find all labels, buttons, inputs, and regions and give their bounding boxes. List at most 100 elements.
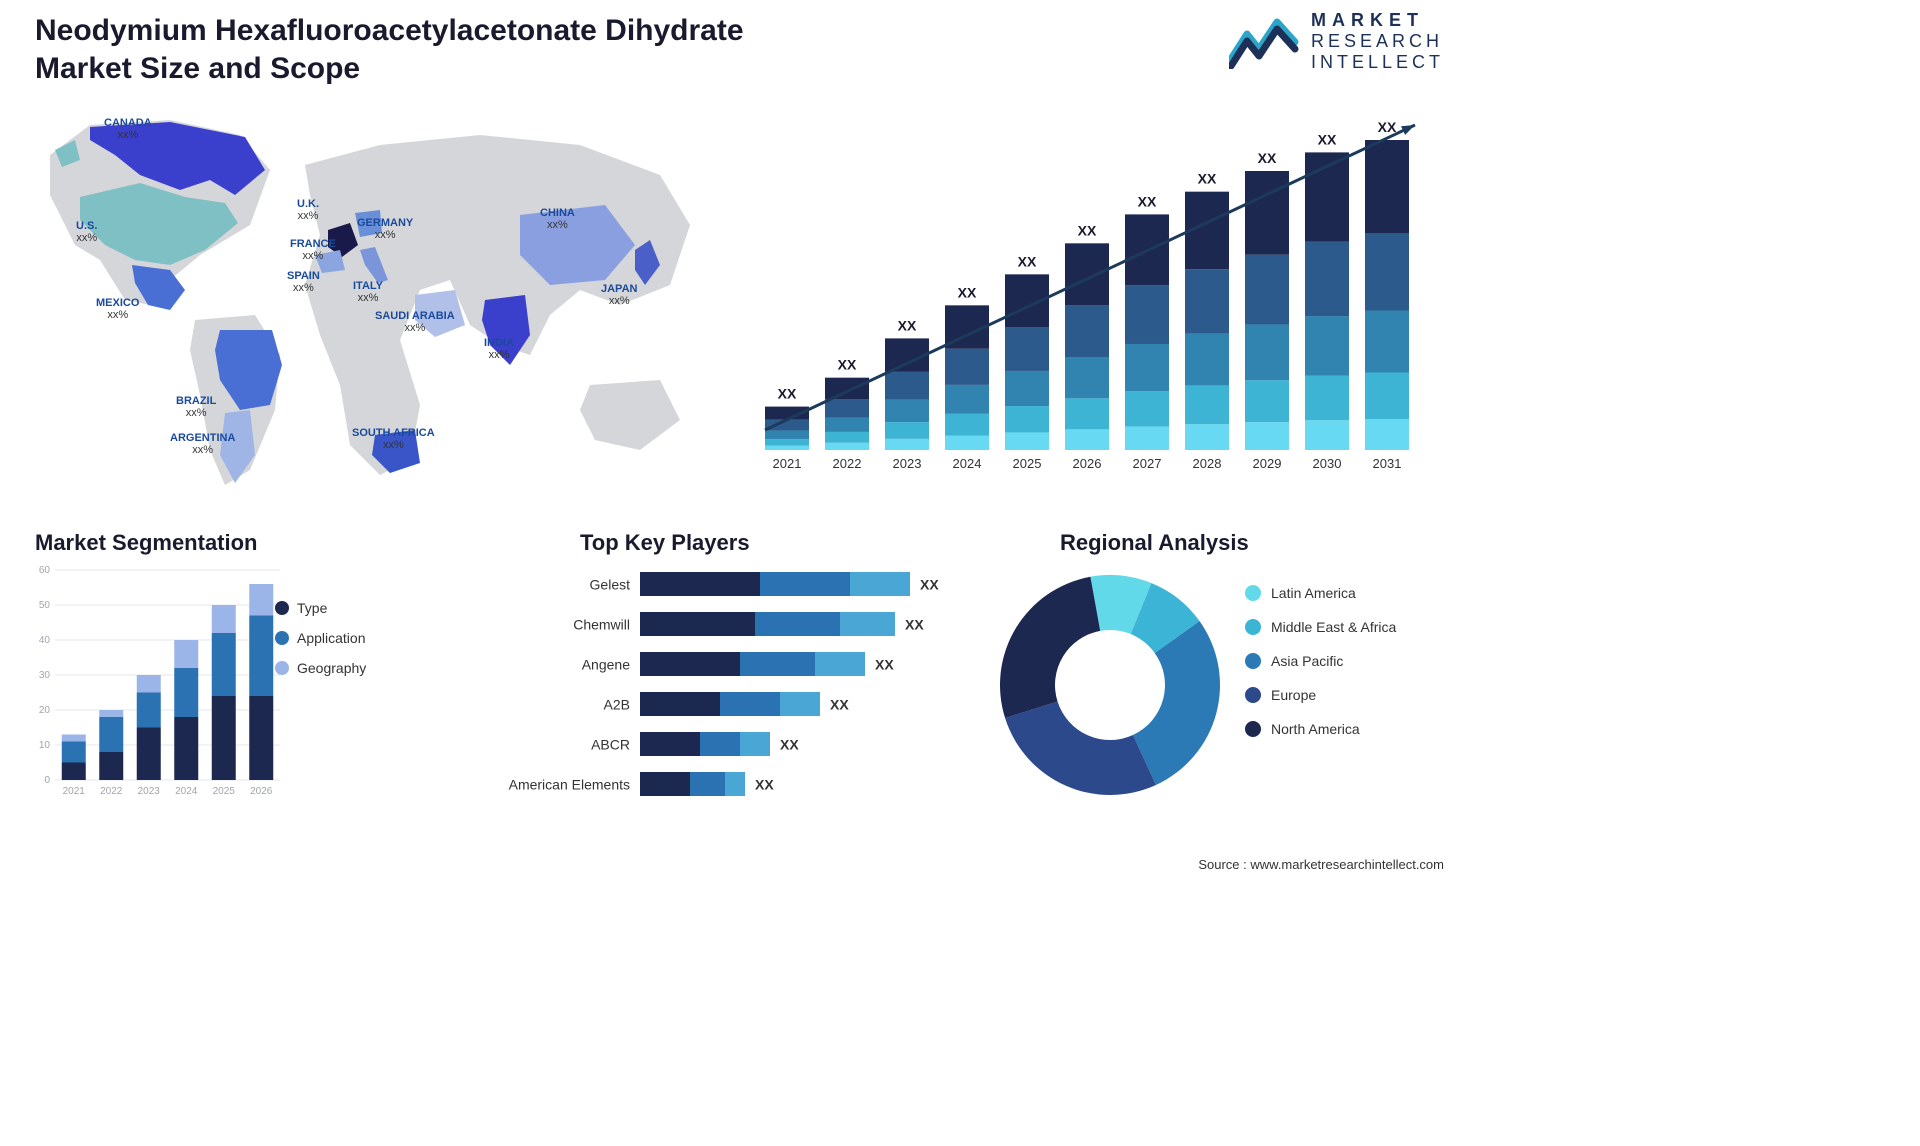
region-legend-dot-icon (1245, 687, 1261, 703)
region-legend-item: Europe (1245, 687, 1396, 703)
players-title: Top Key Players (580, 530, 750, 556)
svg-text:XX: XX (958, 284, 977, 300)
map-label: SAUDI ARABIAxx% (375, 310, 455, 334)
legend-item: Geography (275, 660, 366, 676)
svg-text:XX: XX (920, 576, 939, 592)
region-legend-dot-icon (1245, 653, 1261, 669)
svg-text:XX: XX (898, 317, 917, 333)
svg-text:2025: 2025 (1013, 456, 1042, 471)
legend-label: Geography (297, 660, 366, 676)
svg-text:10: 10 (39, 740, 51, 751)
main-bar-chart-svg: XX 2021 XX 2022 XX 2023 XX 2024 XX 2025 XX 2026 XX 20… (745, 95, 1445, 480)
svg-text:Chemwill: Chemwill (573, 616, 630, 632)
regional-analysis: Latin America Middle East & Africa Asia Pa… (995, 560, 1450, 835)
logo-text-2: RESEARCH (1311, 31, 1444, 52)
region-legend-label: North America (1271, 721, 1360, 737)
svg-text:20: 20 (39, 705, 51, 716)
svg-text:2030: 2030 (1313, 456, 1342, 471)
legend-label: Type (297, 600, 327, 616)
legend-item: Type (275, 600, 366, 616)
svg-text:2027: 2027 (1133, 456, 1162, 471)
map-label: JAPANxx% (601, 283, 637, 307)
svg-text:2028: 2028 (1193, 456, 1222, 471)
svg-text:2021: 2021 (63, 786, 86, 797)
segmentation-legend: Type Application Geography (275, 600, 366, 690)
legend-dot-icon (275, 631, 289, 645)
page-title: Neodymium Hexafluoroacetylacetonate Dihy… (35, 12, 795, 87)
donut-chart-svg (995, 570, 1225, 800)
svg-text:XX: XX (1198, 171, 1217, 187)
map-label: SPAINxx% (287, 270, 320, 294)
svg-text:2025: 2025 (213, 786, 236, 797)
svg-text:40: 40 (39, 635, 51, 646)
legend-label: Application (297, 630, 366, 646)
svg-text:XX: XX (838, 357, 857, 373)
world-map: CANADAxx% U.S.xx% MEXICOxx% BRAZILxx% ARGENT… (20, 105, 720, 495)
svg-text:Gelest: Gelest (590, 576, 631, 592)
svg-text:XX: XX (755, 776, 774, 792)
regions-title: Regional Analysis (1060, 530, 1249, 556)
svg-text:30: 30 (39, 670, 51, 681)
region-legend-item: North America (1245, 721, 1396, 737)
svg-text:2026: 2026 (250, 786, 273, 797)
region-legend-item: Asia Pacific (1245, 653, 1396, 669)
svg-text:2026: 2026 (1073, 456, 1102, 471)
main-bar-chart: XX 2021 XX 2022 XX 2023 XX 2024 XX 2025 XX 2026 XX 20… (745, 95, 1445, 480)
map-label: U.S.xx% (76, 220, 97, 244)
logo-text-3: INTELLECT (1311, 52, 1444, 73)
logo-text-1: MARKET (1311, 10, 1444, 31)
legend-dot-icon (275, 601, 289, 615)
region-legend-label: Asia Pacific (1271, 653, 1343, 669)
region-legend-item: Latin America (1245, 585, 1396, 601)
map-label: CANADAxx% (104, 117, 152, 141)
logo: MARKET RESEARCH INTELLECT (1229, 10, 1444, 73)
svg-text:XX: XX (1318, 131, 1337, 147)
svg-text:2022: 2022 (833, 456, 862, 471)
svg-text:XX: XX (1258, 150, 1277, 166)
svg-text:2024: 2024 (175, 786, 198, 797)
svg-text:Angene: Angene (582, 656, 630, 672)
region-legend: Latin America Middle East & Africa Asia Pa… (1245, 585, 1396, 755)
players-chart: GelestXXChemwillXXAngeneXXA2BXXABCRXXAme… (475, 560, 970, 835)
map-label: FRANCExx% (290, 238, 336, 262)
svg-text:2029: 2029 (1253, 456, 1282, 471)
segmentation-chart-svg: 0102030405060202120222023202420252026 (30, 565, 430, 825)
region-legend-item: Middle East & Africa (1245, 619, 1396, 635)
svg-text:XX: XX (875, 656, 894, 672)
svg-text:2024: 2024 (953, 456, 982, 471)
map-label: MEXICOxx% (96, 297, 139, 321)
svg-text:XX: XX (778, 386, 797, 402)
svg-text:2022: 2022 (100, 786, 123, 797)
svg-text:XX: XX (905, 616, 924, 632)
region-legend-dot-icon (1245, 585, 1261, 601)
region-legend-label: Middle East & Africa (1271, 619, 1396, 635)
map-label: ITALYxx% (353, 280, 383, 304)
source-text: Source : www.marketresearchintellect.com (1198, 857, 1444, 872)
region-legend-dot-icon (1245, 721, 1261, 737)
svg-text:XX: XX (1378, 119, 1397, 135)
logo-mark-icon (1229, 14, 1299, 69)
map-label: ARGENTINAxx% (170, 432, 235, 456)
svg-text:American Elements: American Elements (509, 776, 630, 792)
map-label: BRAZILxx% (176, 395, 216, 419)
svg-text:2021: 2021 (773, 456, 802, 471)
segmentation-title: Market Segmentation (35, 530, 258, 556)
map-label: INDIAxx% (484, 337, 514, 361)
region-legend-dot-icon (1245, 619, 1261, 635)
legend-dot-icon (275, 661, 289, 675)
svg-text:A2B: A2B (604, 696, 630, 712)
map-label: U.K.xx% (297, 198, 319, 222)
region-legend-label: Europe (1271, 687, 1316, 703)
svg-text:XX: XX (1138, 193, 1157, 209)
svg-text:60: 60 (39, 565, 51, 576)
legend-item: Application (275, 630, 366, 646)
svg-text:0: 0 (44, 775, 50, 786)
svg-text:2031: 2031 (1373, 456, 1402, 471)
segmentation-chart: 0102030405060202120222023202420252026 (30, 565, 430, 825)
map-label: SOUTH AFRICAxx% (352, 427, 435, 451)
svg-text:XX: XX (1018, 253, 1037, 269)
region-legend-label: Latin America (1271, 585, 1356, 601)
svg-text:2023: 2023 (138, 786, 161, 797)
svg-text:2023: 2023 (893, 456, 922, 471)
players-chart-svg: GelestXXChemwillXXAngeneXXA2BXXABCRXXAme… (475, 560, 970, 835)
